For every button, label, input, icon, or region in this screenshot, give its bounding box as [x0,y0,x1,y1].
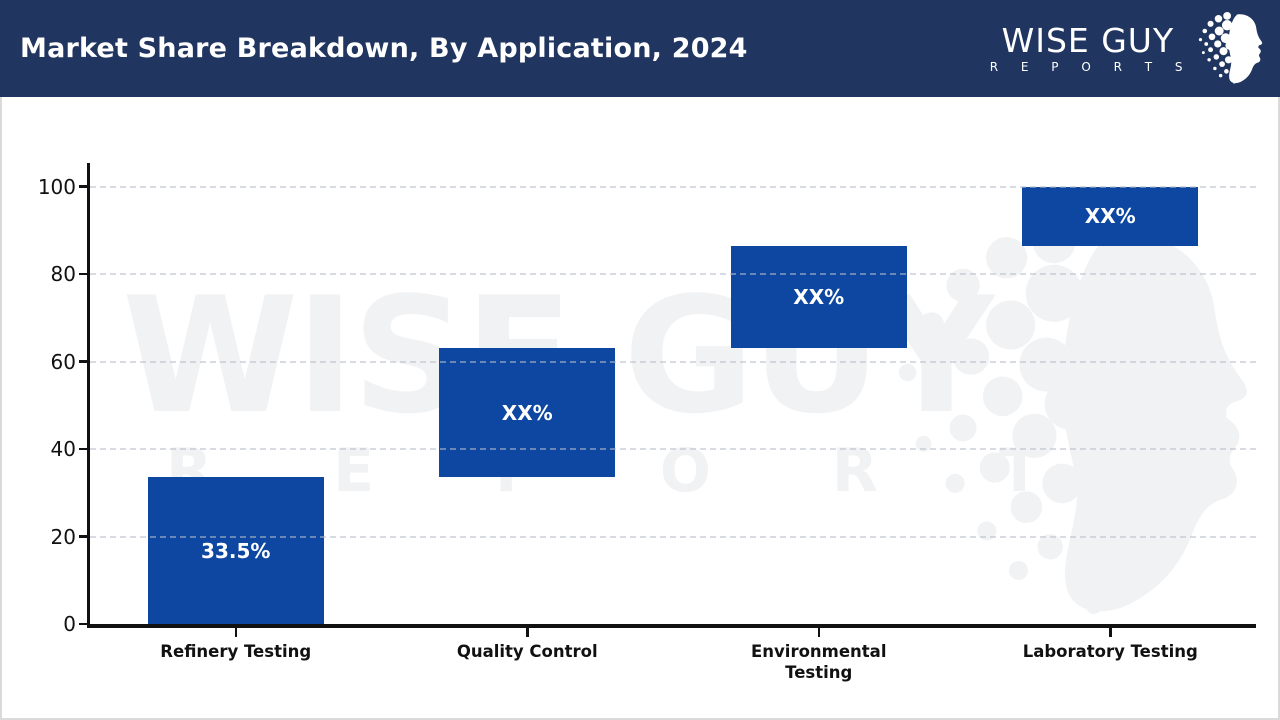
bar-refinery-testing: 33.5% [147,477,324,624]
logo-head-icon [1198,11,1263,84]
brand-logo-text: WISE GUY R E P O R T S [984,24,1192,74]
y-axis-tick-mark [79,272,90,276]
y-axis-tick-label: 80 [50,262,76,286]
gridline-40 [90,448,1256,450]
bar-value-label: XX% [501,400,553,425]
y-axis-line [87,163,90,628]
chart-title: Market Share Breakdown, By Application, … [20,33,748,64]
x-axis-tick-mark [817,627,820,637]
gridline-20 [90,535,1256,538]
y-axis-tick-label: 40 [50,437,76,461]
y-axis-tick-mark [79,360,90,363]
x-axis-category-label: Environmental Testing [751,642,887,683]
y-axis-tick-label: 20 [50,524,76,549]
x-axis-tick-mark [234,627,237,637]
bar-quality-control: XX% [439,348,616,478]
logo-subtitle: R E P O R T S [989,59,1192,74]
y-axis-tick-mark [79,535,90,538]
x-axis-category-label: Quality Control [456,642,598,661]
bar-value-label: XX% [793,284,845,309]
bar-laboratory-testing: XX% [1022,186,1199,246]
y-axis-tick-mark [79,622,90,626]
gridline-60 [90,360,1256,363]
header: Market Share Breakdown, By Application, … [0,0,1280,97]
gridline-80 [90,273,1256,275]
bar-value-label: XX% [1084,204,1136,229]
y-axis-tick-mark [79,185,90,188]
gridline-100 [90,185,1256,188]
y-axis-tick-label: 60 [50,349,76,374]
y-axis-tick-label: 0 [63,612,76,636]
x-axis-category-label: Refinery Testing [160,642,312,661]
x-axis-line [87,624,1256,628]
y-axis-tick-label: 100 [37,174,76,199]
brand-logo: WISE GUY R E P O R T S [984,8,1266,90]
x-axis-tick-mark [1109,627,1112,637]
x-axis-tick-mark [526,627,529,637]
bar-environmental-testing: XX% [730,245,907,349]
bar-value-label: 33.5% [201,538,271,563]
x-axis-category-label: Laboratory Testing [1022,642,1198,661]
logo-wordmark: WISE GUY [1001,20,1175,60]
y-axis-tick-mark [79,447,90,451]
